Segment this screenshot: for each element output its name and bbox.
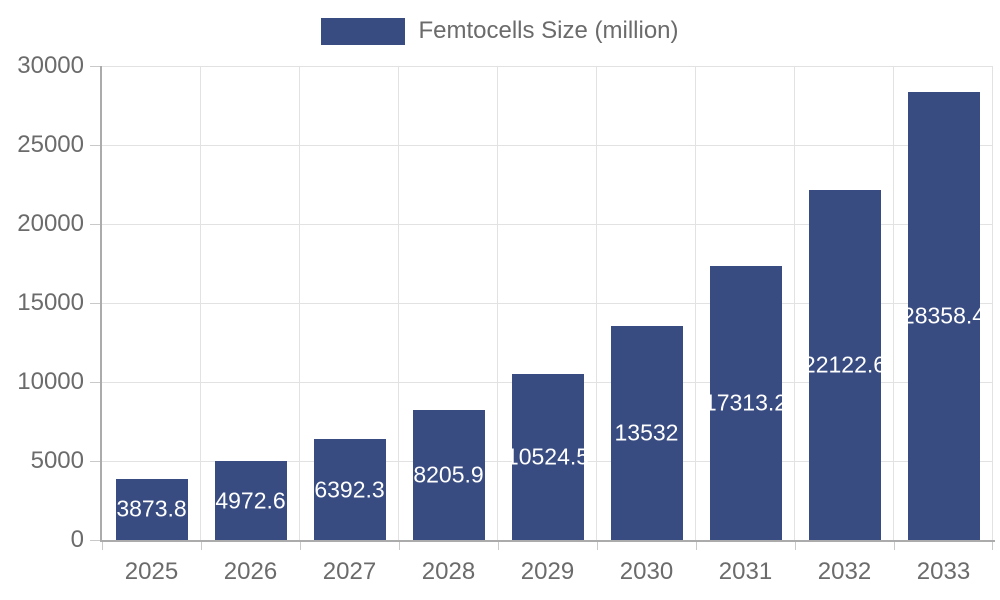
x-axis-label-2025: 2025 (124, 558, 179, 585)
x-axis-tick (795, 542, 796, 550)
x-axis-label-2027: 2027 (322, 558, 377, 585)
bar-value-label: 17313.2 (703, 389, 788, 416)
gridline-horizontal (102, 66, 993, 67)
legend-item[interactable]: Femtocells Size (million) (0, 17, 1000, 46)
bar-2025[interactable] (115, 478, 188, 540)
x-axis-tick (399, 542, 400, 550)
bar-2030[interactable] (610, 326, 683, 540)
bar-2029[interactable] (511, 373, 584, 540)
gridline-vertical (893, 66, 894, 540)
x-axis-tick (696, 542, 697, 550)
bar-2033[interactable] (907, 91, 980, 540)
legend-swatch (321, 17, 406, 45)
y-axis-label: 30000 (17, 52, 84, 79)
gridline-vertical (596, 66, 597, 540)
y-axis-tick (90, 66, 100, 67)
bar-value-label: 10524.5 (505, 443, 590, 470)
y-axis-label: 10000 (17, 368, 84, 395)
bar-value-label: 6392.3 (314, 476, 385, 502)
x-axis-label-2026: 2026 (223, 558, 278, 585)
x-axis-label-2031: 2031 (718, 558, 773, 585)
bar-value-label: 3873.8 (116, 495, 187, 522)
y-axis-tick (90, 540, 100, 541)
gridline-horizontal (102, 303, 993, 304)
x-axis-tick (894, 542, 895, 550)
bar-2032[interactable] (808, 190, 881, 540)
x-axis-label-2032: 2032 (817, 558, 872, 585)
bar-value-label: 13532 (614, 419, 679, 446)
x-axis-tick (597, 542, 598, 550)
y-axis-label: 20000 (17, 210, 84, 237)
x-axis-tick (992, 542, 993, 550)
bar-value-label: 4972.6 (215, 487, 286, 514)
x-axis-label-2033: 2033 (916, 558, 971, 585)
y-axis-label: 25000 (17, 131, 84, 158)
y-axis-label: 0 (70, 526, 84, 553)
gridline-vertical (497, 66, 498, 540)
x-axis-tick (201, 542, 202, 550)
x-axis-label-2030: 2030 (619, 558, 674, 585)
x-axis-tick (300, 542, 301, 550)
plot-area: 3873.8 4972.6 6392.3 8205.9 10524.5 13532 1731… (102, 66, 993, 540)
y-axis-label: 15000 (17, 289, 84, 316)
legend-label: Femtocells Size (million) (418, 17, 679, 44)
gridline-vertical (299, 66, 300, 540)
y-axis-tick (90, 145, 100, 146)
gridline-vertical (200, 66, 201, 540)
bar-2027[interactable] (313, 439, 386, 540)
bar-2026[interactable] (214, 461, 287, 540)
gridline-vertical (695, 66, 696, 540)
x-axis-line (100, 540, 995, 542)
gridline-vertical (992, 66, 993, 540)
gridline-vertical (398, 66, 399, 540)
bar-value-label: 28358.4 (901, 302, 986, 329)
x-axis-label-2029: 2029 (520, 558, 575, 585)
y-axis-tick (90, 382, 100, 383)
y-axis-tick (90, 461, 100, 462)
y-axis-line (100, 66, 102, 542)
y-axis-tick (90, 303, 100, 304)
x-axis-label-2028: 2028 (421, 558, 476, 585)
bar-2028[interactable] (412, 410, 485, 540)
bar-value-label: 8205.9 (413, 461, 484, 488)
gridline-horizontal (102, 145, 993, 146)
bar-value-label: 22122.6 (802, 351, 887, 378)
x-axis-tick (498, 542, 499, 550)
y-axis-label: 5000 (30, 447, 84, 474)
y-axis-tick (90, 224, 100, 225)
gridline-horizontal (102, 224, 993, 225)
bar-2031[interactable] (709, 266, 782, 540)
gridline-vertical (794, 66, 795, 540)
x-axis-tick (102, 542, 103, 550)
